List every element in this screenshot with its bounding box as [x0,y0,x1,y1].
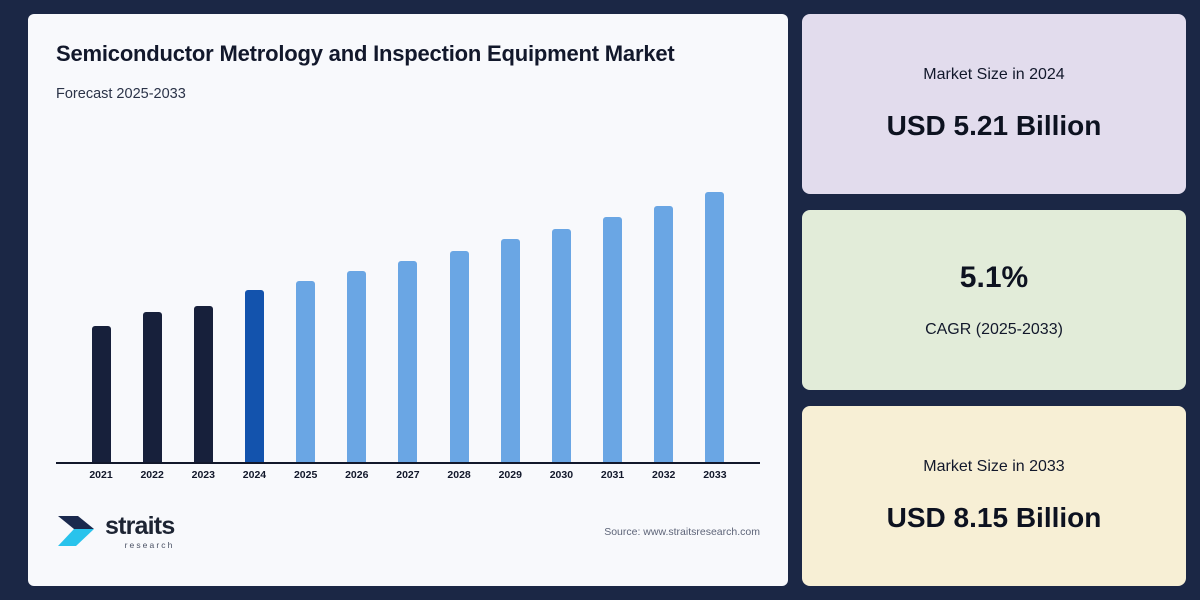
stat-card-value: USD 8.15 Billion [886,502,1102,533]
bar-chart [56,164,760,464]
chart-subtitle: Forecast 2025-2033 [56,85,186,102]
straits-research-logo: straits research [56,512,175,551]
bar-slot [487,164,533,464]
stat-card: Market Size in 2033 USD 8.15 Billion [802,406,1186,586]
bar-slot [641,164,687,464]
chart-bar [551,229,571,464]
x-axis-label: 2028 [447,469,471,481]
bar-slot [231,164,277,464]
bar-slot [334,164,380,464]
bar-slot [436,164,482,464]
stat-cards: Market Size in 2024 USD 5.21 Billion 5.1% C… [802,14,1186,586]
bar-slot [692,164,738,464]
logo-word: straits [105,512,175,541]
x-axis-label: 2025 [293,469,318,481]
bar-slot [78,164,124,464]
chart-bar [705,192,725,464]
chart-bar [449,250,469,464]
chart-bar [142,312,162,464]
page-title: Semiconductor Metrology and Inspection E… [56,41,675,66]
bar-slot [129,164,175,464]
chart-panel: Semiconductor Metrology and Inspection E… [28,14,788,586]
x-axis-label: 2033 [703,469,727,481]
chart-bar [193,305,213,464]
bar-slot [590,164,636,464]
bar-slot [385,164,431,464]
x-axis-label: 2029 [498,469,522,481]
x-axis-label: 2032 [652,469,676,481]
chart-bar [603,217,623,464]
chart-bar [654,205,674,464]
x-axis-label: 2024 [242,469,267,481]
logo-wordmark: straits research [105,512,175,551]
bar-slot [283,164,329,464]
x-axis-label: 2027 [396,469,420,481]
chart-bar [91,325,111,464]
x-axis-label: 2022 [140,469,164,481]
x-axis-labels: 2021 2022 2023 2024 2025 2026 2027 2028 2029 2030… [56,469,760,481]
stat-card: 5.1% CAGR (2025-2033) [802,210,1186,390]
x-axis-label: 2030 [549,469,574,481]
x-axis-line [56,461,760,464]
chart-bar [500,239,520,464]
logo-subword: research [124,540,175,551]
chart-bar [347,270,367,464]
stat-card: Market Size in 2024 USD 5.21 Billion [802,14,1186,194]
bar-group [56,164,760,464]
source-attribution: Source: www.straitsresearch.com [604,526,760,538]
bar-slot [180,164,226,464]
x-axis-label: 2023 [191,469,215,481]
x-axis-label: 2026 [345,469,369,481]
stat-card-value: USD 5.21 Billion [886,110,1102,141]
x-axis-label: 2021 [89,469,113,481]
stat-card-label: Market Size in 2033 [923,458,1065,475]
chart-bar [398,260,418,464]
stat-card-value: 5.1% [959,261,1029,294]
x-axis-label: 2031 [600,469,625,481]
panel-footer: straits research Source: www.straitsrese… [56,504,760,560]
chart-bar [296,280,316,464]
stat-card-label: CAGR (2025-2033) [925,321,1063,338]
stat-card-label: Market Size in 2024 [923,66,1065,83]
chevron-arrow-logo-icon [58,516,94,546]
bar-slot [538,164,584,464]
chart-bar [244,290,264,464]
